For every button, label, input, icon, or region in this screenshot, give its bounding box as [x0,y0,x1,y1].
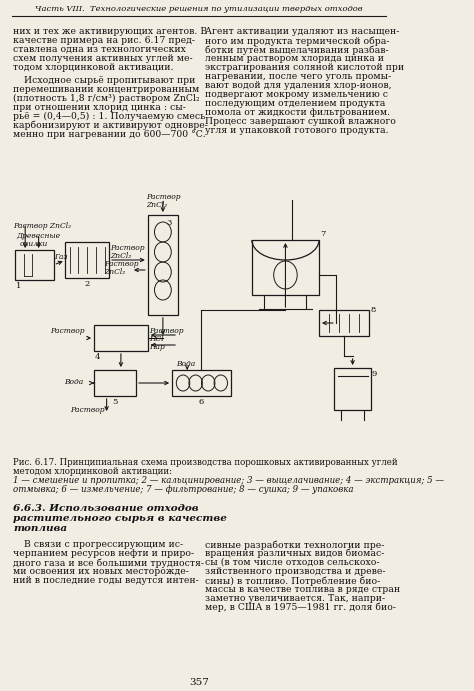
Text: Раствор: Раствор [104,260,138,268]
Text: мер, в США в 1975—1981 гг. доля био-: мер, в США в 1975—1981 гг. доля био- [205,603,396,612]
Text: Раствор: Раствор [149,327,184,335]
Text: них и тех же активирующих агентов. В: них и тех же активирующих агентов. В [13,27,208,36]
Text: Пар: Пар [149,343,165,351]
Text: ZnCl₂: ZnCl₂ [104,268,125,276]
Bar [15,250,54,280]
Text: Вода: Вода [176,360,196,368]
Text: Газ: Газ [55,253,68,261]
Text: ставлена одна из технологических: ставлена одна из технологических [13,45,186,54]
Text: зяйственного производства и древе-: зяйственного производства и древе- [205,567,385,576]
Text: рьё = (0,4—0,5) : 1. Получаемую смесь: рьё = (0,4—0,5) : 1. Получаемую смесь [13,112,206,121]
Text: подвергают мокрому измельчению с: подвергают мокрому измельчению с [205,90,388,99]
Text: карбонизируют и активируют одновре-: карбонизируют и активируют одновре- [13,121,208,130]
Bar [319,310,369,336]
Text: при отношении хлорид цинка : сы-: при отношении хлорид цинка : сы- [13,102,186,112]
Text: 1 — смешение и пропитка; 2 — кальцинирование; 3 — выщелачивание; 4 — экстракция;: 1 — смешение и пропитка; 2 — кальциниров… [13,476,445,485]
Text: схем получения активных углей ме-: схем получения активных углей ме- [13,54,193,63]
Text: черпанием ресурсов нефти и приро-: черпанием ресурсов нефти и приро- [13,549,194,558]
Text: помола от жидкости фильтрованием.: помола от жидкости фильтрованием. [205,108,390,117]
Bar [172,370,231,396]
Text: Процесс завершают сушкой влажного: Процесс завершают сушкой влажного [205,117,396,126]
Text: заметно увеличивается. Так, напри-: заметно увеличивается. Так, напри- [205,594,385,603]
Bar [334,368,371,410]
Text: 7: 7 [321,230,326,238]
Bar [252,240,319,295]
Text: вращения различных видов биомас-: вращения различных видов биомас- [205,549,384,558]
Text: (плотность 1,8 г/см³) раствором ZnCl₂: (плотность 1,8 г/см³) раствором ZnCl₂ [13,93,200,103]
Text: ZnCl₂: ZnCl₂ [146,201,167,209]
Bar [148,215,178,315]
Text: 2: 2 [85,280,90,288]
Text: 4: 4 [95,353,100,361]
Text: HCl: HCl [149,335,164,343]
Text: ний в последние годы ведутся интен-: ний в последние годы ведутся интен- [13,576,199,585]
Bar [94,370,136,396]
Text: Агент активации удаляют из насыщен-: Агент активации удаляют из насыщен- [205,27,399,36]
Text: 9: 9 [372,370,377,378]
Text: ZnCl₂: ZnCl₂ [110,252,131,260]
Text: дного газа и все большими трудностя-: дного газа и все большими трудностя- [13,558,204,567]
Text: Рис. 6.17. Принципиальная схема производства порошковых активированных углей: Рис. 6.17. Принципиальная схема производ… [13,458,398,467]
Text: Исходное сырьё пропитывают при: Исходное сырьё пропитывают при [24,75,195,84]
Text: ного им продукта термической обра-: ного им продукта термической обра- [205,36,389,46]
Text: растительного сырья в качестве: растительного сырья в качестве [13,514,228,523]
Text: Вода: Вода [64,378,83,386]
Text: Раствор: Раствор [50,327,85,335]
Text: 8: 8 [370,306,375,314]
Text: Раствор: Раствор [146,193,181,201]
Text: 6: 6 [199,398,204,406]
Text: тодом хлорцинковой активации.: тодом хлорцинковой активации. [13,63,174,72]
Text: ленным раствором хлорида цинка и: ленным раствором хлорида цинка и [205,54,384,63]
Text: экстрагирования соляной кислотой при: экстрагирования соляной кислотой при [205,63,404,72]
Text: Раствор: Раствор [71,406,105,414]
Text: 357: 357 [189,678,209,687]
Text: 1: 1 [16,282,21,290]
Text: качестве примера на рис. 6.17 пред-: качестве примера на рис. 6.17 пред- [13,36,195,45]
Text: Раствор: Раствор [110,244,145,252]
Text: 3: 3 [166,219,172,227]
Text: нагревании, после чего уголь промы-: нагревании, после чего уголь промы- [205,72,391,81]
Text: топлива: топлива [13,524,68,533]
Bar [65,242,109,278]
Text: Часть VIII.  Технологические решения по утилизации твердых отходов: Часть VIII. Технологические решения по у… [35,5,363,13]
Text: ми освоения их новых месторожде-: ми освоения их новых месторожде- [13,567,189,576]
Text: сы (в том числе отходов сельскохо-: сы (в том числе отходов сельскохо- [205,558,379,567]
Text: 5: 5 [112,398,118,406]
Text: угля и упаковкой готового продукта.: угля и упаковкой готового продукта. [205,126,389,135]
Text: опилки: опилки [19,240,48,248]
Text: массы в качестве топлива в ряде стран: массы в качестве топлива в ряде стран [205,585,400,594]
Text: Раствор ZnCl₂: Раствор ZnCl₂ [13,222,72,230]
Text: ботки путём выщелачивания разбав-: ботки путём выщелачивания разбав- [205,45,389,55]
Text: сины) в топливо. Потребление био-: сины) в топливо. Потребление био- [205,576,380,585]
Text: сивные разработки технологии пре-: сивные разработки технологии пре- [205,540,384,549]
Text: отмывка; 6 — измельчение; 7 — фильтрование; 8 — сушка; 9 — упаковка: отмывка; 6 — измельчение; 7 — фильтрован… [13,485,354,494]
Bar [94,325,148,351]
Text: методом хлорцинковой активации:: методом хлорцинковой активации: [13,467,173,476]
Text: 6.6.3. Использование отходов: 6.6.3. Использование отходов [13,504,199,513]
Text: Древесные: Древесные [16,232,60,240]
Text: менно при нагревании до 600—700 °С.: менно при нагревании до 600—700 °С. [13,130,206,139]
Text: перемешивании концентрированным: перемешивании концентрированным [13,84,200,93]
Text: В связи с прогрессирующим ис-: В связи с прогрессирующим ис- [24,540,182,549]
Text: последующим отделением продукта: последующим отделением продукта [205,99,385,108]
Text: вают водой для удаления хлор-ионов,: вают водой для удаления хлор-ионов, [205,81,392,90]
